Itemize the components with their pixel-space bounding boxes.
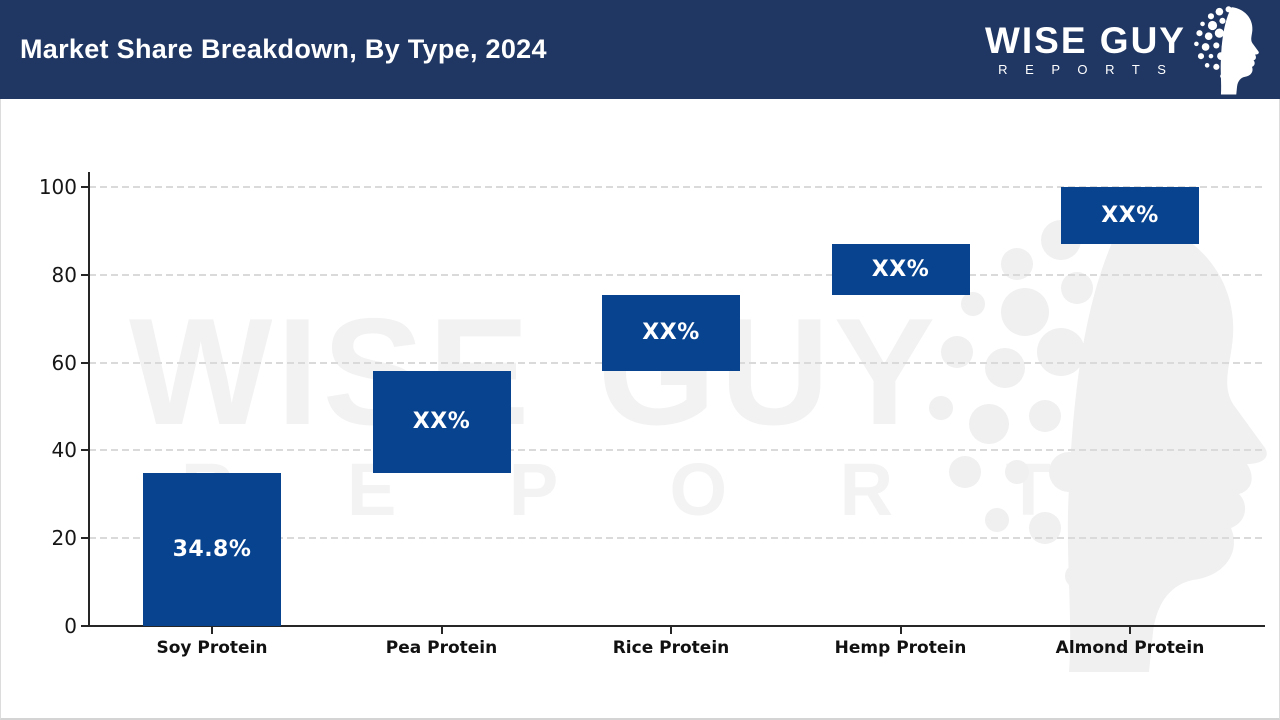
bar-hemp-protein: XX% xyxy=(831,243,970,295)
y-tick-label: 80 xyxy=(51,262,77,287)
watermark-wordmark: WISE GUY xyxy=(129,287,940,457)
y-axis-line xyxy=(88,172,90,627)
chart-area: WISE GUY R E P O R T S 0 20 40 60 80 100 34.8%… xyxy=(0,99,1280,720)
x-tick-almond-protein xyxy=(1129,627,1131,634)
bar-value-label: XX% xyxy=(871,256,930,282)
header-bar: Market Share Breakdown, By Type, 2024 WI… xyxy=(0,0,1280,99)
bar-almond-protein: XX% xyxy=(1061,187,1199,244)
x-axis-label-almond-protein: Almond Protein xyxy=(1055,638,1205,658)
bar-value-label: XX% xyxy=(1101,202,1159,228)
gridline-20 xyxy=(89,537,1265,540)
y-tick-label: 20 xyxy=(51,526,77,551)
y-tick-40 xyxy=(81,449,89,452)
bar-value-label: XX% xyxy=(412,409,471,435)
wiseguy-logo: WISE GUY R E P O R T S xyxy=(985,4,1266,96)
x-axis-label-pea-protein: Pea Protein xyxy=(385,638,498,658)
y-tick-label: 60 xyxy=(51,350,77,375)
x-axis-label-hemp-protein: Hemp Protein xyxy=(834,638,967,658)
page-title: Market Share Breakdown, By Type, 2024 xyxy=(20,34,547,64)
logo-wordmark: WISE GUY xyxy=(984,20,1186,61)
x-axis-label-rice-protein: Rice Protein xyxy=(612,638,730,658)
logo-subtitle: R E P O R T S xyxy=(998,62,1173,77)
y-tick-label: 40 xyxy=(51,438,77,463)
y-tick-20 xyxy=(81,537,89,540)
bar-value-label: 34.8% xyxy=(172,537,252,563)
x-tick-rice-protein xyxy=(670,627,672,634)
x-tick-soy-protein xyxy=(211,627,213,634)
y-tick-100 xyxy=(81,186,89,189)
bar-rice-protein: XX% xyxy=(602,294,740,371)
bar-pea-protein: XX% xyxy=(372,370,511,474)
gridline-80 xyxy=(89,273,1265,276)
plot: 0 20 40 60 80 100 34.8% Soy Protein XX% Pea Prote… xyxy=(1,99,1279,718)
bar-soy-protein: 34.8% xyxy=(143,473,281,626)
x-axis-line xyxy=(88,625,1265,627)
x-tick-pea-protein xyxy=(440,627,443,634)
y-tick-60 xyxy=(81,361,89,364)
logo-text: WISE GUY R E P O R T S xyxy=(985,22,1186,77)
x-axis-label-soy-protein: Soy Protein xyxy=(156,638,268,658)
y-tick-0 xyxy=(81,625,89,627)
y-tick-80 xyxy=(81,273,89,276)
x-tick-hemp-protein xyxy=(899,627,902,634)
gridline-40 xyxy=(89,449,1265,452)
dotted-head-profile-icon xyxy=(1194,5,1259,94)
gridline-100 xyxy=(89,186,1265,189)
y-tick-label: 100 xyxy=(38,175,77,200)
y-tick-label: 0 xyxy=(64,614,77,638)
bar-value-label: XX% xyxy=(642,320,700,346)
